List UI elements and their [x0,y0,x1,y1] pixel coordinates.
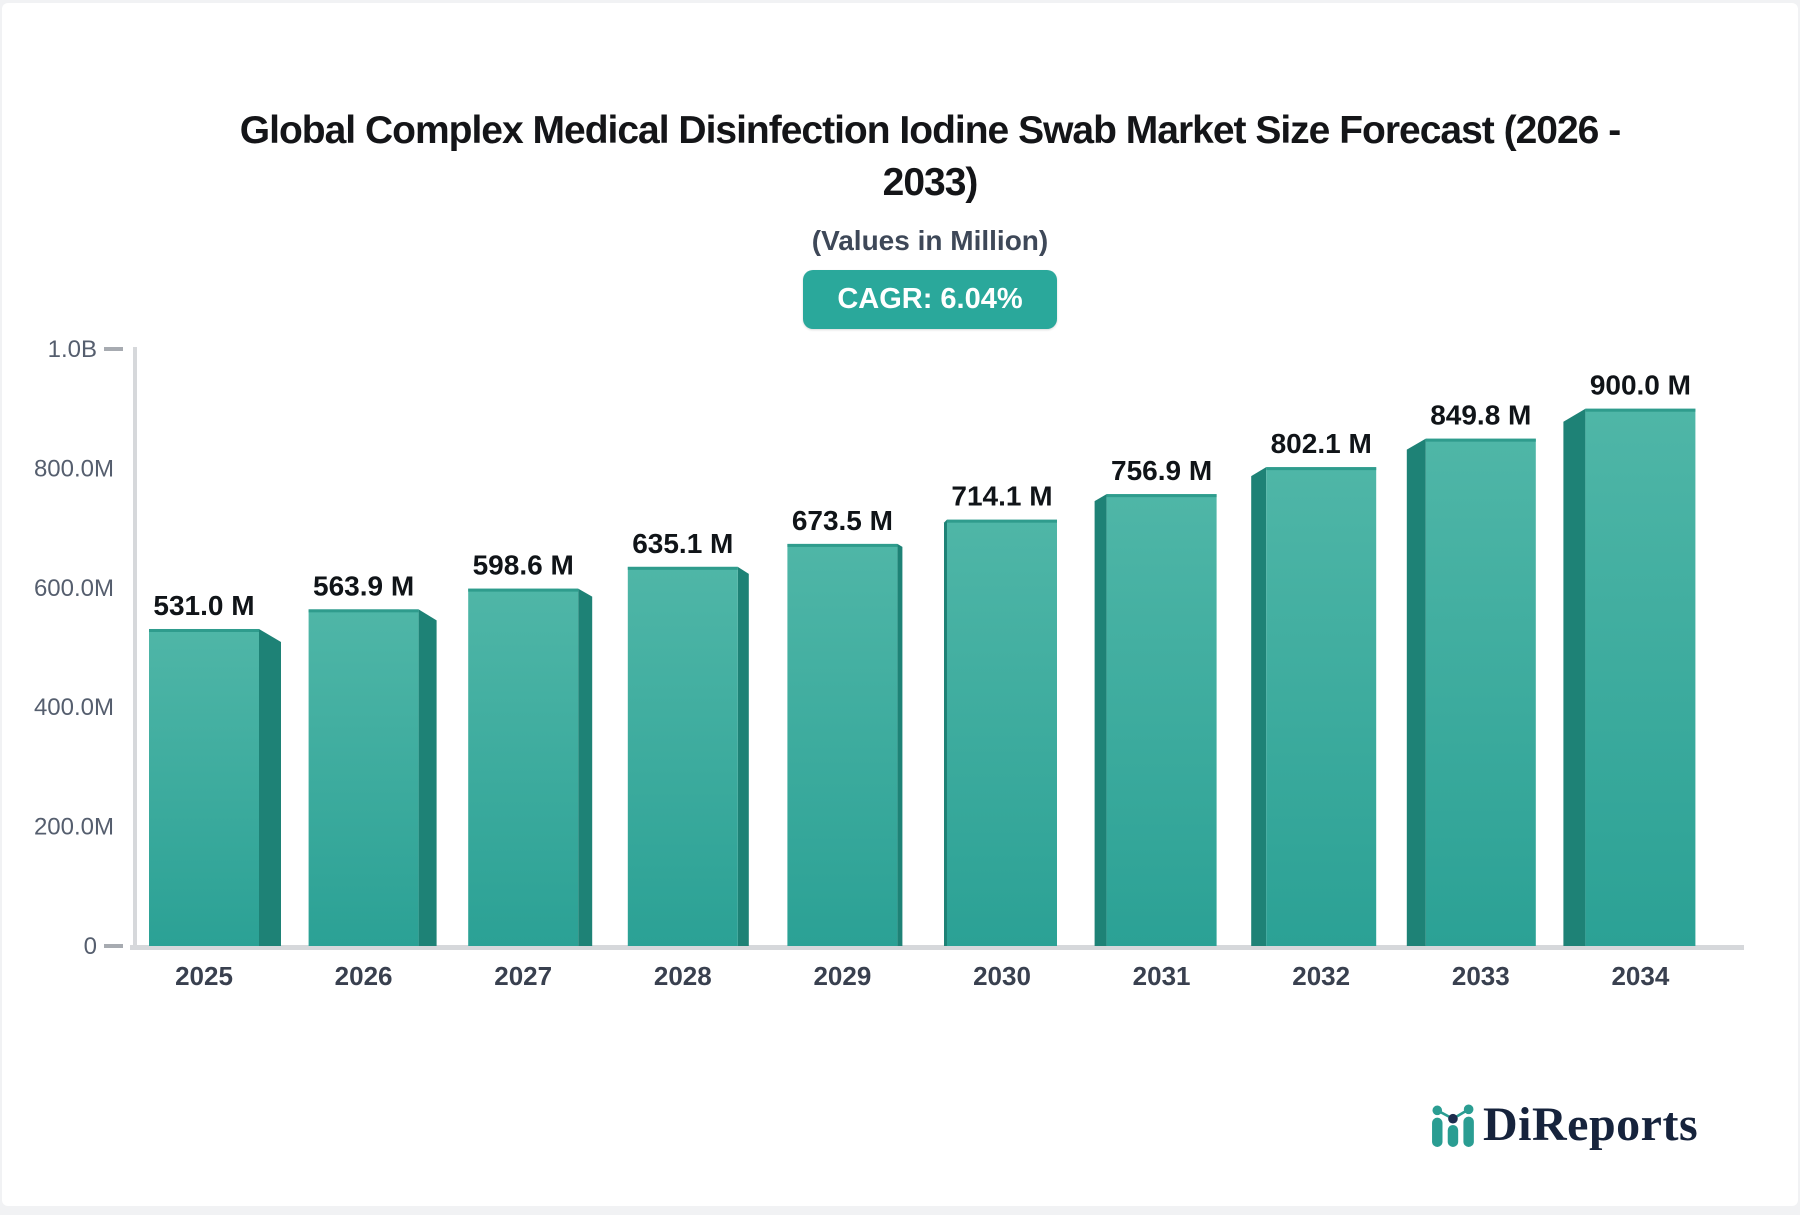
bar-value-label: 531.0 M [153,590,254,621]
bar-side-face [578,588,593,946]
bar-top-edge [627,566,738,570]
bar-group-2032 [1251,467,1377,946]
bar-value-label: 900.0 M [1590,370,1691,401]
bar-value-label: 714.1 M [951,481,1052,512]
bar-side-face [1094,494,1107,946]
chart-header: Global Complex Medical Disinfection Iodi… [122,105,1738,329]
bar-side-face [944,519,947,946]
chart-subtitle: (Values in Million) [811,225,1049,256]
chart-axes [104,347,1744,950]
bar-front-face [1106,494,1217,946]
bar-group-2026 [308,609,437,946]
bar-front-face [149,628,259,946]
bar-side-face [418,609,437,946]
x-axis-label: 2032 [1292,961,1350,991]
y-axis-label: 400.0M [34,694,114,721]
x-axis-label: 2027 [494,961,552,991]
x-axis-label: 2031 [1133,961,1191,991]
bar-value-label: 849.8 M [1430,400,1531,431]
x-axis-label: 2034 [1611,961,1669,991]
bar-value-label: 802.1 M [1271,428,1372,459]
y-axis-label: 200.0M [34,814,114,841]
bar-top-edge [308,609,419,613]
bar-group-2028 [627,566,749,946]
bar-top-edge [468,588,579,592]
bar-group-2031 [1094,494,1217,946]
logo-wordmark: DiReports [1483,1098,1699,1151]
bar-front-face [1585,408,1696,946]
bar-side-face [897,543,903,946]
bar-front-face [787,543,898,946]
bar-value-label: 673.5 M [792,505,893,536]
x-axis-label: 2030 [973,961,1031,991]
x-axis-label: 2029 [813,961,871,991]
page-title-line-2: 2033) [882,161,979,204]
bar-top-edge [1106,494,1217,498]
bar-value-label: 598.6 M [473,550,574,581]
x-axis-label: 2033 [1452,961,1510,991]
bar-value-label: 635.1 M [632,528,733,559]
bar-front-face [1425,438,1536,946]
bar-group-2025 [149,628,281,946]
bar-chart-with-trend-dots-icon [1432,1104,1474,1147]
bar-group-2034 [1563,408,1696,946]
y-axis-label: 0 [84,933,97,960]
bar-front-face [1266,467,1377,946]
bar-top-edge [1266,467,1377,471]
bar-value-label: 563.9 M [313,570,414,601]
bar-top-edge [1585,408,1696,412]
x-axis-label: 2026 [335,961,393,991]
bar-side-face [737,566,749,946]
cagr-badge: CAGR: 6.04% [803,270,1057,329]
bar-top-edge [1425,438,1536,442]
bar-top-edge [947,519,1057,523]
bar-side-face [1563,408,1586,946]
direports-logo: DiReports [1431,1099,1698,1151]
bar-side-face [259,628,281,946]
bar-front-face [308,609,419,946]
chart-bars [149,408,1696,946]
bar-value-label: 756.9 M [1111,455,1212,486]
market-size-bar-chart: 0 200.0M 400.0M 600.0M 800.0M 1.0B 531.0 M 2025… [34,336,1744,991]
y-axis-label: 800.0M [34,455,114,482]
bar-group-2033 [1406,438,1536,946]
x-axis-label: 2028 [654,961,712,991]
bar-side-face [1251,467,1267,946]
bar-side-face [1406,438,1426,946]
bar-group-2027 [468,588,593,946]
bar-group-2030 [944,519,1057,946]
y-axis-label: 600.0M [34,575,114,602]
bar-front-face [947,519,1057,946]
bar-front-face [627,566,738,946]
bar-top-edge [787,543,898,547]
chart-labels: 0 200.0M 400.0M 600.0M 800.0M 1.0B 531.0 M 2025… [34,336,1691,991]
bar-front-face [468,588,579,946]
y-axis-label: 1.0B [48,336,97,363]
bar-group-2029 [787,543,903,946]
chart-card: Global Complex Medical Disinfection Iodi… [2,3,1798,1206]
bar-top-edge [149,628,259,632]
page-title-line-1: Global Complex Medical Disinfection Iodi… [239,109,1621,152]
x-axis-label: 2025 [175,961,233,991]
